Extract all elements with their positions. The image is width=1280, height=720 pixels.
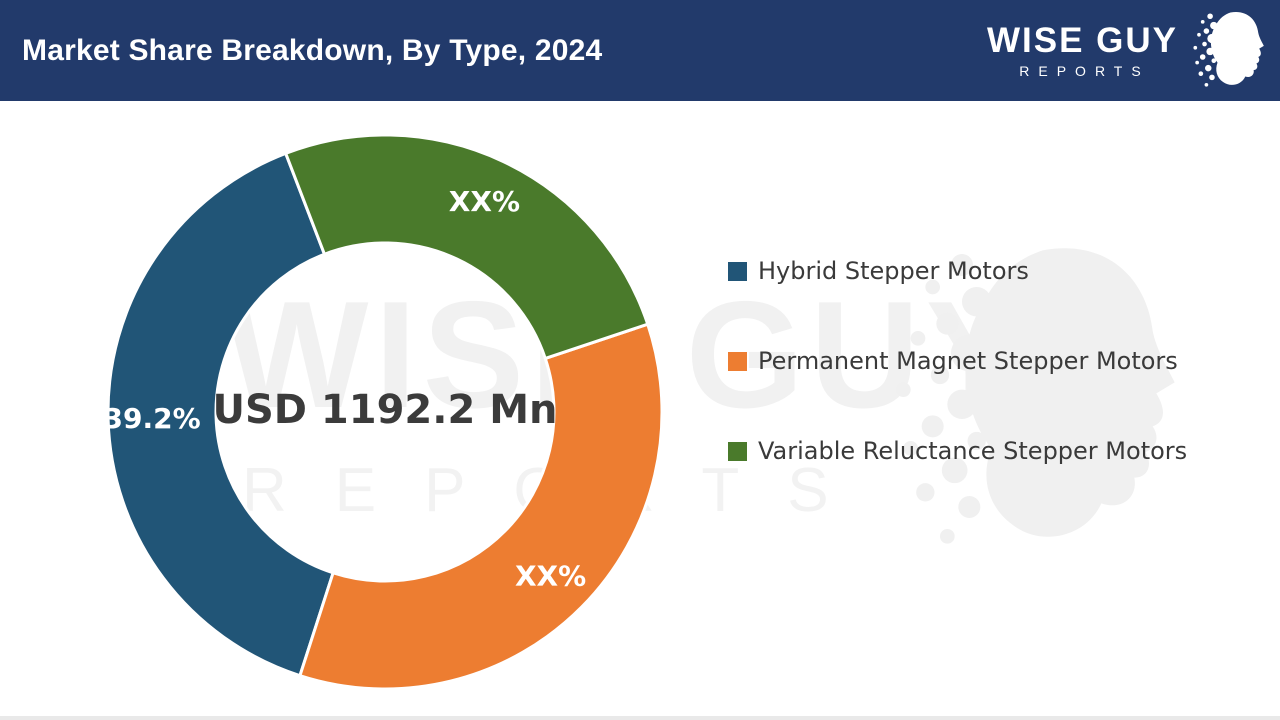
watermark-face-icon [896,248,1175,544]
bottom-divider [0,716,1280,720]
logo-wordmark: WISE GUY [986,21,1178,61]
legend-swatch-blue [728,261,747,281]
donut-segment-0 [106,151,335,678]
slice-percentage-label: XX% [449,185,520,218]
legend-label: Variable Reluctance Stepper Motors [758,437,1188,465]
donut-segment-2 [284,133,650,360]
slice-percentage-label: 39.2% [104,402,201,435]
logo-face-icon [1193,12,1264,87]
header-bar: Market Share Breakdown, By Type, 2024 WI… [0,0,1280,101]
legend-label: Hybrid Stepper Motors [758,257,1029,285]
legend-item-permanent-magnet: Permanent Magnet Stepper Motors [728,348,1187,374]
slice-percentage-label: XX% [515,559,586,592]
chart-center-value: USD 1192.2 Mn [212,387,558,433]
logo-subtitle: REPORTS [1019,62,1150,79]
chart-legend: Hybrid Stepper Motors Permanent Magnet S… [728,258,1187,528]
legend-swatch-green [728,441,747,461]
legend-label: Permanent Magnet Stepper Motors [758,347,1178,375]
wise-guy-reports-logo: WISE GUY REPORTS [987,8,1266,94]
page-title: Market Share Breakdown, By Type, 2024 [22,33,603,67]
donut-segment-1 [298,322,664,691]
legend-item-variable-reluctance: Variable Reluctance Stepper Motors [728,438,1187,464]
legend-item-hybrid: Hybrid Stepper Motors [728,258,1187,284]
legend-swatch-orange [728,351,747,371]
